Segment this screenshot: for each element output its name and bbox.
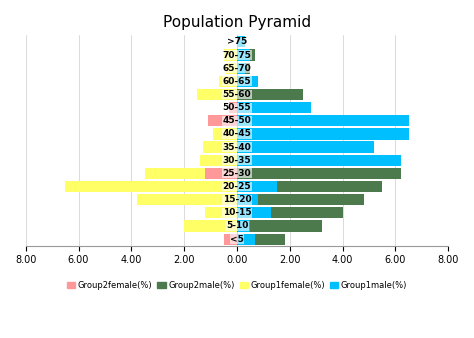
Bar [229,102,237,113]
Bar [237,49,255,61]
Text: 40-45: 40-45 [223,129,251,139]
Text: 10-15: 10-15 [223,208,251,217]
Bar [237,220,321,232]
Bar [237,168,401,179]
Text: 30-35: 30-35 [223,156,251,165]
Text: 45-50: 45-50 [223,116,251,125]
Bar [200,155,237,166]
Bar [237,207,343,218]
Bar [237,181,382,192]
Bar [237,142,298,153]
Text: 35-40: 35-40 [223,143,251,151]
Bar [137,194,237,205]
Bar [203,142,237,153]
Bar [213,128,237,140]
Bar [65,181,237,192]
Bar [205,207,237,218]
Bar [145,168,237,179]
Bar [237,102,295,113]
Text: 55-60: 55-60 [223,90,251,99]
Bar [227,63,237,74]
Bar [237,128,409,140]
Text: 70-75: 70-75 [223,51,251,59]
Bar [237,155,311,166]
Bar [237,115,409,126]
Bar [237,63,250,74]
Text: 50-55: 50-55 [223,103,251,112]
Text: 65-70: 65-70 [223,64,251,73]
Bar [237,76,258,87]
Bar [219,76,237,87]
Bar [237,194,258,205]
Bar [237,49,250,61]
Bar [237,220,250,232]
Bar [237,63,245,74]
Bar [208,115,237,126]
Text: 15-20: 15-20 [223,195,251,204]
Text: 20-25: 20-25 [223,182,251,191]
Bar [224,234,237,245]
Text: <5: <5 [230,235,244,244]
Bar [237,102,311,113]
Bar [237,128,290,140]
Bar [205,168,237,179]
Bar [237,142,374,153]
Bar [237,234,284,245]
Legend: Group2female(%), Group2male(%), Group1female(%), Group1male(%): Group2female(%), Group2male(%), Group1fe… [64,277,410,293]
Bar [237,76,258,87]
Title: Population Pyramid: Population Pyramid [163,15,311,30]
Text: 5-10: 5-10 [226,221,248,231]
Bar [237,181,277,192]
Bar [237,115,290,126]
Bar [237,36,245,48]
Bar [237,234,255,245]
Bar [197,89,237,100]
Bar [184,220,237,232]
Bar [237,194,364,205]
Bar [237,36,245,48]
Bar [237,155,401,166]
Bar [237,207,271,218]
Bar [237,89,303,100]
Text: >75: >75 [227,38,247,46]
Text: 25-30: 25-30 [223,169,251,178]
Text: 60-65: 60-65 [223,77,251,86]
Bar [224,49,237,61]
